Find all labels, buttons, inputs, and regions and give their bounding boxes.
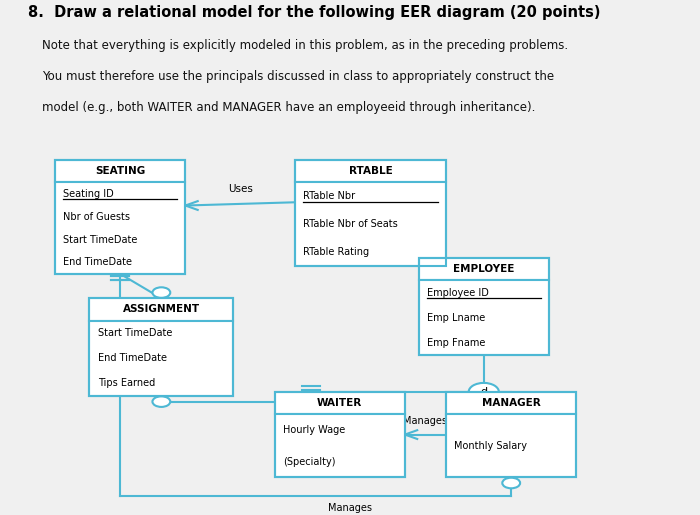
Circle shape: [167, 201, 182, 210]
Bar: [55, 160, 186, 182]
Circle shape: [153, 397, 170, 407]
Text: End TimeDate: End TimeDate: [63, 258, 132, 267]
Text: Start TimeDate: Start TimeDate: [63, 234, 138, 245]
Text: RTable Rating: RTable Rating: [303, 247, 370, 257]
Text: Manages: Manages: [403, 416, 447, 425]
Circle shape: [386, 430, 402, 439]
Bar: [55, 182, 186, 274]
Text: ASSIGNMENT: ASSIGNMENT: [122, 304, 200, 315]
Text: EMPLOYEE: EMPLOYEE: [453, 264, 514, 274]
Text: Seating ID: Seating ID: [63, 189, 114, 199]
Text: RTable Nbr: RTable Nbr: [303, 191, 356, 201]
Bar: [446, 414, 576, 477]
Bar: [419, 280, 549, 355]
Bar: [419, 258, 549, 355]
Text: You must therefore use the principals discussed in class to appropriately constr: You must therefore use the principals di…: [42, 70, 554, 83]
Text: Manages: Manages: [328, 503, 372, 513]
Bar: [295, 160, 446, 266]
Bar: [295, 182, 446, 266]
Text: RTABLE: RTABLE: [349, 166, 393, 176]
Text: Uses: Uses: [228, 184, 253, 194]
Text: Monthly Salary: Monthly Salary: [454, 441, 527, 451]
Text: End TimeDate: End TimeDate: [97, 353, 167, 363]
Text: Emp Lname: Emp Lname: [427, 313, 485, 322]
Bar: [419, 258, 549, 280]
Text: Nbr of Guests: Nbr of Guests: [63, 212, 130, 221]
Bar: [446, 392, 576, 414]
Bar: [274, 392, 405, 477]
Circle shape: [153, 287, 170, 298]
Text: WAITER: WAITER: [317, 398, 363, 408]
Bar: [90, 298, 233, 396]
Text: RTable Nbr of Seats: RTable Nbr of Seats: [303, 219, 398, 229]
Text: (Specialty): (Specialty): [283, 456, 335, 467]
Circle shape: [503, 478, 520, 488]
Circle shape: [469, 383, 499, 401]
Text: MANAGER: MANAGER: [482, 398, 540, 408]
Text: 8.  Draw a relational model for the following EER diagram (20 points): 8. Draw a relational model for the follo…: [28, 5, 601, 20]
Text: Tips Earned: Tips Earned: [97, 379, 155, 388]
Bar: [446, 392, 576, 477]
Bar: [55, 160, 186, 274]
Bar: [274, 392, 405, 414]
Text: Emp Fname: Emp Fname: [427, 338, 485, 348]
Text: model (e.g., both WAITER and MANAGER have an employeeid through inheritance).: model (e.g., both WAITER and MANAGER hav…: [42, 101, 536, 114]
Text: Employee ID: Employee ID: [427, 287, 489, 298]
Text: d: d: [480, 387, 487, 397]
Bar: [90, 298, 233, 321]
Text: Note that everything is explicitly modeled in this problem, as in the preceding : Note that everything is explicitly model…: [42, 39, 568, 52]
Text: SEATING: SEATING: [95, 166, 146, 176]
Text: Start TimeDate: Start TimeDate: [97, 328, 172, 338]
Bar: [295, 160, 446, 182]
Bar: [274, 414, 405, 477]
Bar: [90, 321, 233, 396]
Text: Hourly Wage: Hourly Wage: [283, 425, 345, 435]
